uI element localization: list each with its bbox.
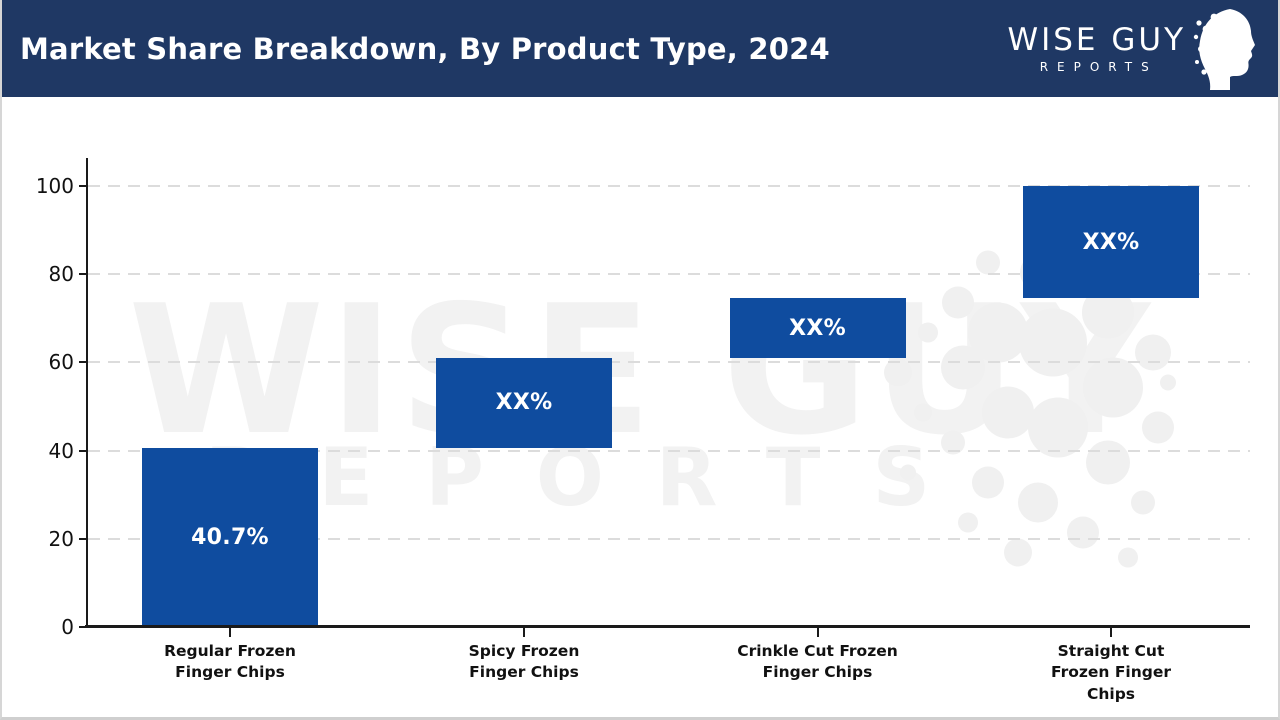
x-axis-line <box>85 625 1250 628</box>
y-tick-mark <box>79 273 88 276</box>
brand-name: WISE GUY <box>1007 21 1186 58</box>
y-tick-mark <box>79 537 88 540</box>
x-category-label: Spicy Frozen Finger Chips <box>468 642 580 682</box>
gridline <box>88 537 1250 540</box>
x-category-label: Regular Frozen Finger Chips <box>164 642 296 682</box>
y-tick-label: 0 <box>61 615 74 639</box>
waterfall-bar: XX% <box>729 298 906 358</box>
y-tick-mark <box>79 185 88 187</box>
watermark-face-icon <box>884 238 1176 568</box>
header-bar: Market Share Breakdown, By Product Type,… <box>0 0 1280 97</box>
y-tick-label: 80 <box>48 262 74 287</box>
waterfall-bar: XX% <box>436 357 612 448</box>
waterfall-bar: XX% <box>1023 186 1199 299</box>
x-tick-mark <box>1110 628 1112 637</box>
gridline <box>88 185 1250 187</box>
y-tick-mark <box>79 626 88 628</box>
brand-subtitle: REPORTS <box>1039 59 1158 74</box>
gridline <box>88 361 1250 364</box>
x-tick-mark <box>816 628 819 637</box>
x-category-label: Straight Cut Frozen Finger Chips <box>1050 642 1172 703</box>
x-tick-mark <box>523 628 525 637</box>
y-tick-label: 20 <box>48 526 74 551</box>
bar-value-label: XX% <box>495 390 553 416</box>
x-tick-mark <box>229 628 231 637</box>
brand-logo: WISE GUY REPORTS <box>1007 7 1256 91</box>
page-title: Market Share Breakdown, By Product Type,… <box>20 31 830 66</box>
brand-face-icon <box>1193 8 1255 90</box>
y-tick-label: 40 <box>48 438 74 463</box>
bar-value-label: 40.7% <box>191 524 269 550</box>
y-tick-mark <box>79 449 88 452</box>
x-category-label: Crinkle Cut Frozen Finger Chips <box>737 642 898 682</box>
bar-value-label: XX% <box>1082 229 1140 255</box>
y-axis-line <box>86 158 88 628</box>
gridline <box>88 449 1250 452</box>
brand-logo-text: WISE GUY REPORTS <box>1007 21 1186 74</box>
waterfall-bar: 40.7% <box>142 447 318 627</box>
bar-value-label: XX% <box>789 315 846 341</box>
y-tick-mark <box>79 361 88 364</box>
y-tick-label: 100 <box>35 174 74 198</box>
gridline <box>88 273 1250 276</box>
y-tick-label: 60 <box>48 350 74 375</box>
